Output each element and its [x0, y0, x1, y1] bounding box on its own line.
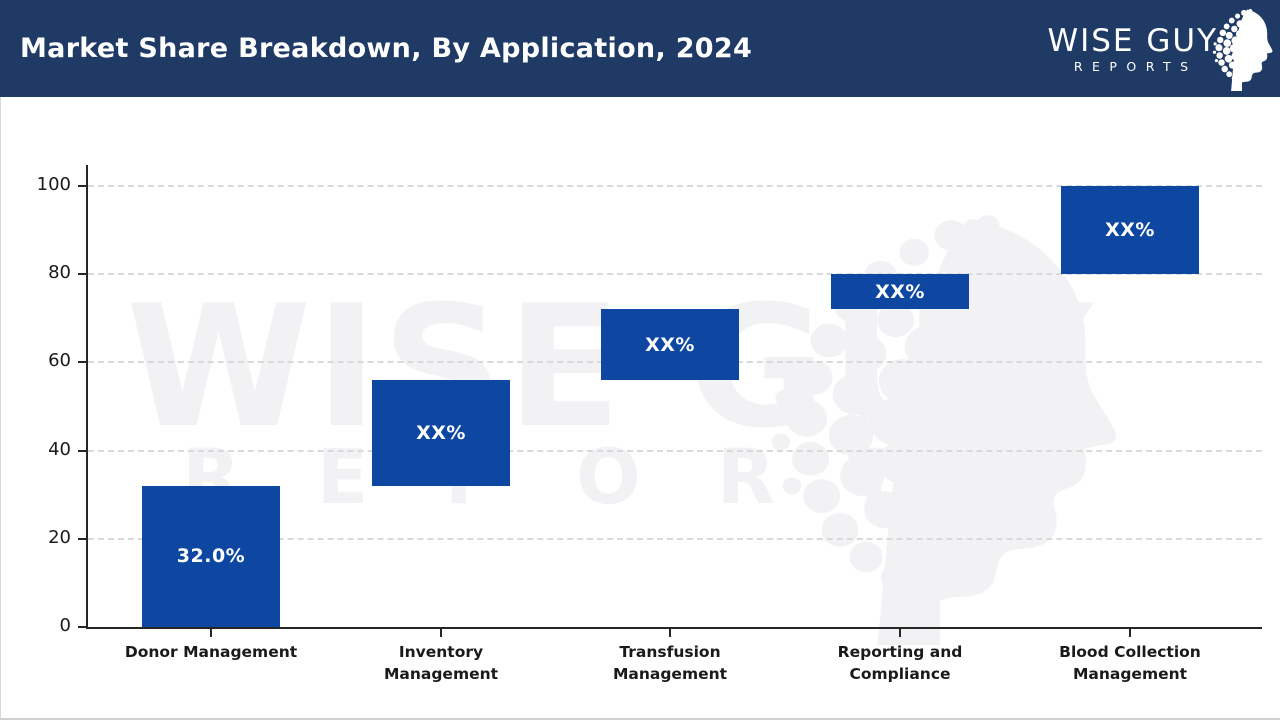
y-tick-label: 20: [48, 526, 71, 548]
wise-guy-reports-logo: WISE GUY REPORTS: [1047, 7, 1274, 91]
x-axis-line: [86, 627, 1262, 629]
x-category-label-blood-collection-management: Blood Collection Management: [1015, 642, 1245, 685]
category-label-line: Management: [612, 664, 728, 683]
x-tick-mark: [210, 629, 212, 637]
y-tick-label: 80: [48, 262, 71, 284]
y-tick-mark: [78, 273, 87, 276]
x-tick-mark: [669, 629, 671, 637]
logo-wordmark: WISE GUY: [1047, 22, 1218, 59]
bar-transfusion-management: XX%: [601, 309, 739, 381]
y-tick-label: 40: [48, 438, 71, 460]
bar-reporting-and-compliance: XX%: [831, 274, 969, 310]
x-tick-mark: [899, 629, 901, 637]
gridline: [88, 537, 1262, 540]
waterfall-chart: WISE GUY REPORTS 02040608010032.0%Donor …: [0, 97, 1280, 720]
y-tick-label: 0: [59, 615, 71, 636]
category-label-line: Transfusion: [619, 643, 721, 661]
y-tick-mark: [78, 361, 87, 364]
bar-value-label: XX%: [1105, 219, 1155, 242]
category-label-line: Reporting and: [837, 643, 963, 661]
y-tick-mark: [78, 449, 87, 452]
gridline: [88, 273, 1262, 276]
category-label-line: Compliance: [849, 664, 951, 683]
page-title: Market Share Breakdown, By Application, …: [20, 33, 753, 64]
x-tick-mark: [440, 629, 442, 637]
y-tick-mark: [78, 185, 87, 187]
x-category-label-reporting-and-compliance: Reporting and Compliance: [785, 642, 1015, 685]
bar-value-label: 32.0%: [176, 545, 246, 568]
bar-blood-collection-management: XX%: [1061, 186, 1199, 275]
category-label-line: Management: [1072, 664, 1188, 683]
category-label-line: Donor Management: [124, 643, 298, 661]
bar-donor-management: 32.0%: [142, 485, 280, 627]
y-tick-label: 60: [48, 350, 71, 372]
x-category-label-donor-management: Donor Management: [96, 642, 326, 664]
y-tick-mark: [78, 537, 87, 540]
category-label-line: Inventory: [398, 643, 484, 661]
bar-value-label: XX%: [875, 280, 925, 303]
category-label-line: Blood Collection: [1059, 643, 1201, 661]
x-category-label-transfusion-management: Transfusion Management: [555, 642, 785, 685]
gridline: [88, 185, 1262, 187]
y-tick-mark: [78, 626, 87, 628]
y-axis-line: [86, 165, 88, 629]
page-bottom-border: [0, 718, 1280, 720]
bar-value-label: XX%: [645, 333, 695, 356]
header-bar: Market Share Breakdown, By Application, …: [0, 0, 1280, 97]
category-label-line: Management: [383, 664, 499, 683]
x-tick-mark: [1129, 629, 1131, 637]
logo-text: WISE GUY REPORTS: [1047, 22, 1218, 74]
bar-value-label: XX%: [416, 421, 466, 444]
gridline: [88, 449, 1262, 452]
y-tick-label: 100: [36, 174, 71, 195]
logo-subtitle: REPORTS: [1073, 58, 1198, 74]
logo-head-icon: [1212, 8, 1273, 91]
x-category-label-inventory-management: Inventory Management: [326, 642, 556, 685]
bar-inventory-management: XX%: [372, 380, 510, 486]
page-left-border: [0, 97, 1, 718]
